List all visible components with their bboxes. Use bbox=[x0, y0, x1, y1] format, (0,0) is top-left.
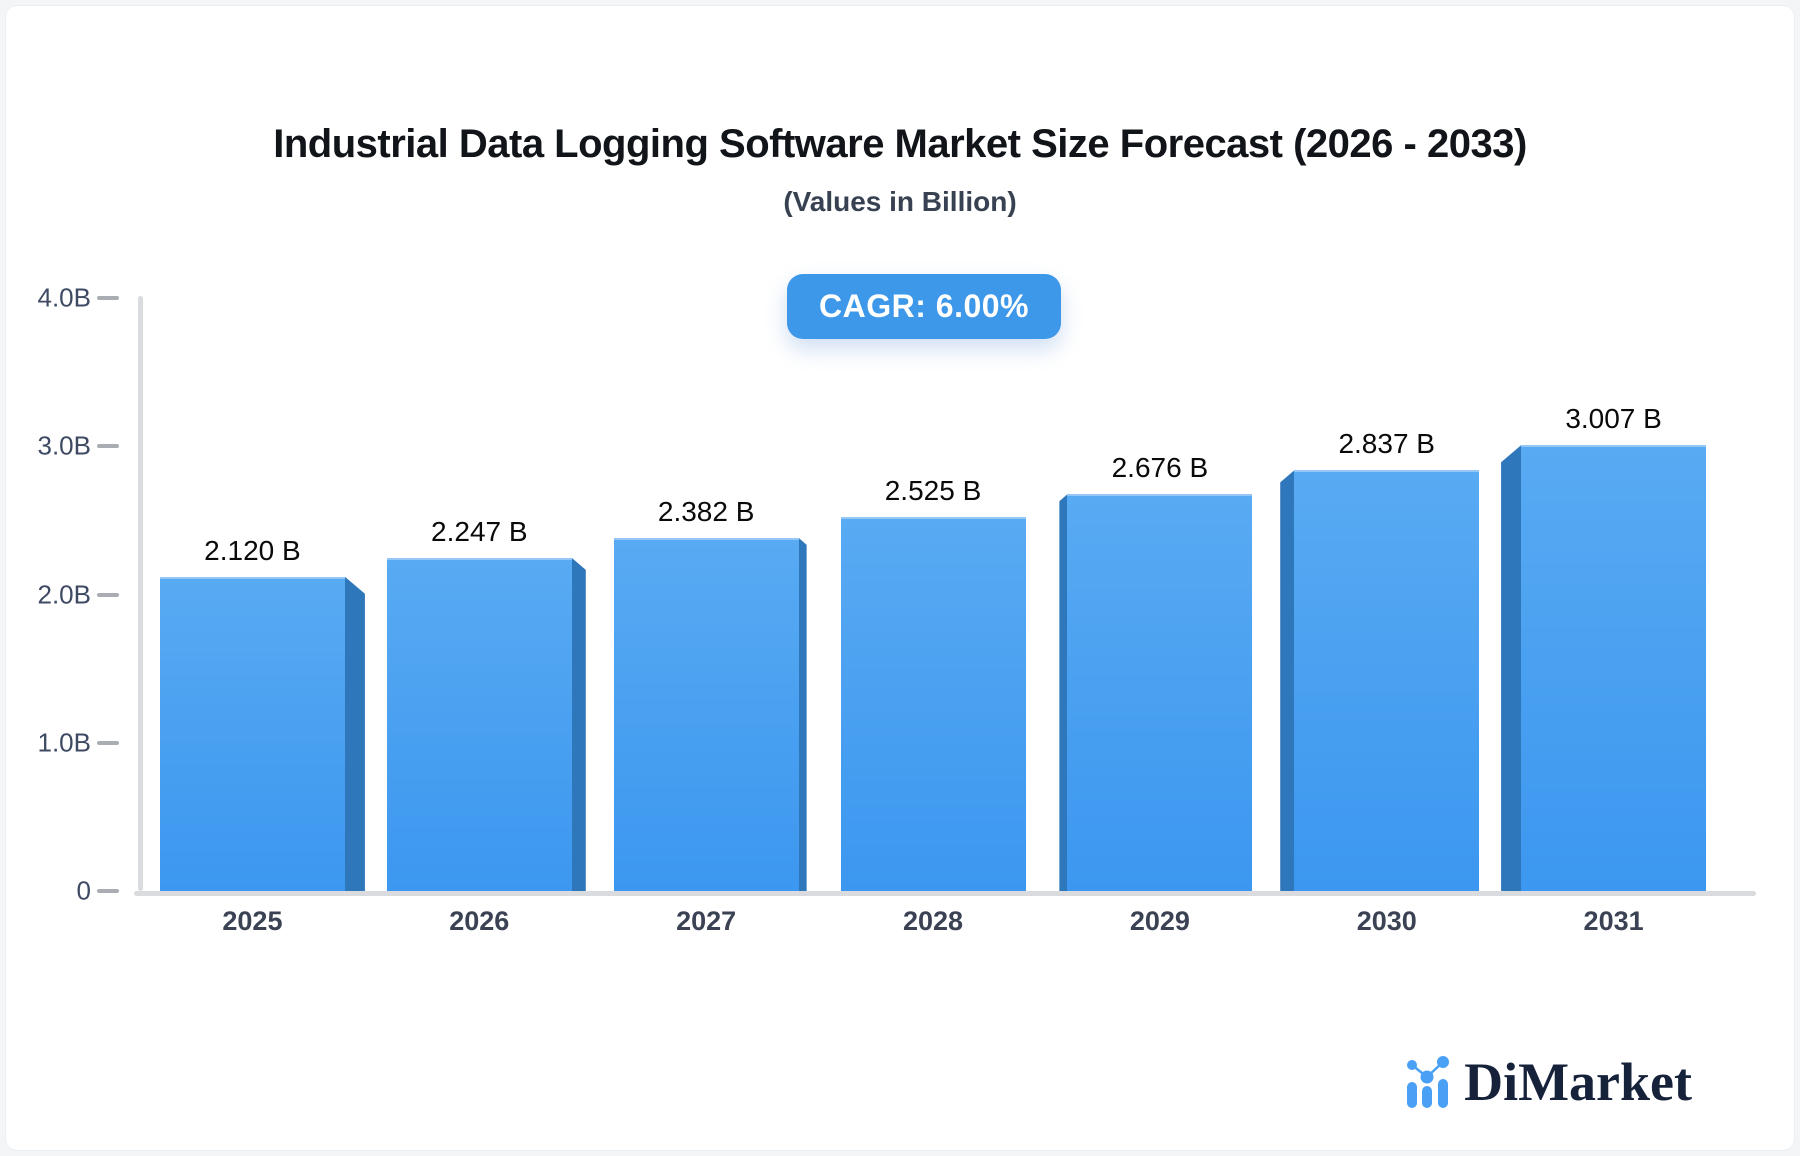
bar-side-face bbox=[344, 576, 365, 891]
bar-2025: 2.120 B bbox=[159, 535, 365, 891]
bar-value-label: 2.247 B bbox=[431, 515, 528, 547]
bar-group-2030: 2.837 B bbox=[1273, 298, 1500, 891]
x-axis-label-2029: 2029 bbox=[1129, 906, 1190, 936]
bar-group-2025: 2.120 B bbox=[139, 298, 366, 891]
bar-side-face bbox=[571, 557, 586, 891]
y-axis-line bbox=[138, 296, 143, 891]
chart-card: Industrial Data Logging Software Market … bbox=[5, 5, 1795, 1151]
bar-2028: 2.525 B bbox=[840, 475, 1026, 891]
chart-title: Industrial Data Logging Software Market … bbox=[273, 122, 1527, 166]
bar-group-2027: 2.382 B bbox=[593, 298, 820, 891]
bar-side-face bbox=[1280, 470, 1295, 891]
plot-area: 2.120 B 2.247 B 2.382 B 2.525 B 2.676 B 2.837… bbox=[139, 298, 1727, 891]
y-tick-mark bbox=[97, 296, 119, 300]
y-tick-mark bbox=[97, 889, 119, 893]
x-axis-line bbox=[134, 891, 1756, 896]
y-axis: 4.0B 3.0B 2.0B 1.0B 0 bbox=[6, 283, 139, 906]
bar-side-face bbox=[1059, 494, 1068, 891]
x-axis-label-2031: 2031 bbox=[1583, 906, 1644, 936]
bar-face bbox=[159, 576, 345, 891]
bar-2026: 2.247 B bbox=[386, 516, 586, 891]
bar-value-label: 2.837 B bbox=[1338, 428, 1435, 460]
bar-side-face bbox=[798, 537, 807, 891]
bar-group-2031: 3.007 B bbox=[1500, 298, 1727, 891]
cagr-badge: CAGR: 6.00% bbox=[787, 274, 1061, 339]
x-axis-label-2028: 2028 bbox=[902, 906, 964, 936]
y-tick-mark bbox=[97, 740, 119, 745]
bar-face bbox=[613, 537, 799, 891]
bar-2027: 2.382 B bbox=[613, 496, 807, 891]
bar-2031: 3.007 B bbox=[1501, 403, 1707, 891]
chart-subtitle: (Values in Billion) bbox=[783, 186, 1017, 217]
bar-value-label: 3.007 B bbox=[1565, 403, 1662, 435]
y-tick-label: 4.0B bbox=[37, 282, 92, 313]
x-axis-labels: 2025 2026 2027 2028 2029 2030 2031 bbox=[139, 906, 1727, 937]
x-axis-label-2030: 2030 bbox=[1356, 906, 1417, 936]
bar-group-2028: 2.525 B bbox=[820, 298, 1047, 891]
y-tick-label: 1.0B bbox=[37, 727, 92, 758]
x-axis-label-2027: 2027 bbox=[676, 906, 737, 936]
bar-line-chart-icon bbox=[1407, 1056, 1450, 1108]
bar-face bbox=[1294, 470, 1480, 891]
bar-series: 2.120 B 2.247 B 2.382 B 2.525 B 2.676 B 2.837… bbox=[139, 298, 1727, 891]
bar-face bbox=[1521, 445, 1707, 891]
cagr-badge-row: CAGR: 6.00% bbox=[6, 274, 1794, 339]
y-tick-label: 3.0B bbox=[37, 430, 92, 461]
bar-group-2026: 2.247 B bbox=[366, 298, 593, 891]
bar-face bbox=[1067, 494, 1253, 891]
y-tick-label: 0 bbox=[76, 875, 91, 906]
bar-value-label: 2.382 B bbox=[657, 495, 755, 527]
bar-face bbox=[386, 557, 572, 891]
y-tick-label: 2.0B bbox=[37, 579, 92, 609]
brand-name: DiMarket bbox=[1464, 1052, 1692, 1112]
bar-value-label: 2.676 B bbox=[1111, 452, 1209, 484]
bar-group-2029: 2.676 B bbox=[1046, 298, 1273, 891]
x-axis-label-2025: 2025 bbox=[222, 906, 283, 936]
y-tick-mark bbox=[97, 592, 119, 597]
y-tick-mark bbox=[97, 444, 119, 449]
bar-2030: 2.837 B bbox=[1280, 428, 1480, 891]
x-axis-label-2026: 2026 bbox=[449, 906, 510, 936]
brand-logo: DiMarket bbox=[1406, 1052, 1692, 1112]
bar-side-face bbox=[1501, 445, 1522, 891]
bar-value-label: 2.525 B bbox=[884, 474, 982, 506]
bar-value-label: 2.120 B bbox=[204, 534, 301, 566]
bar-face bbox=[840, 516, 1026, 891]
bar-2029: 2.676 B bbox=[1059, 452, 1253, 891]
